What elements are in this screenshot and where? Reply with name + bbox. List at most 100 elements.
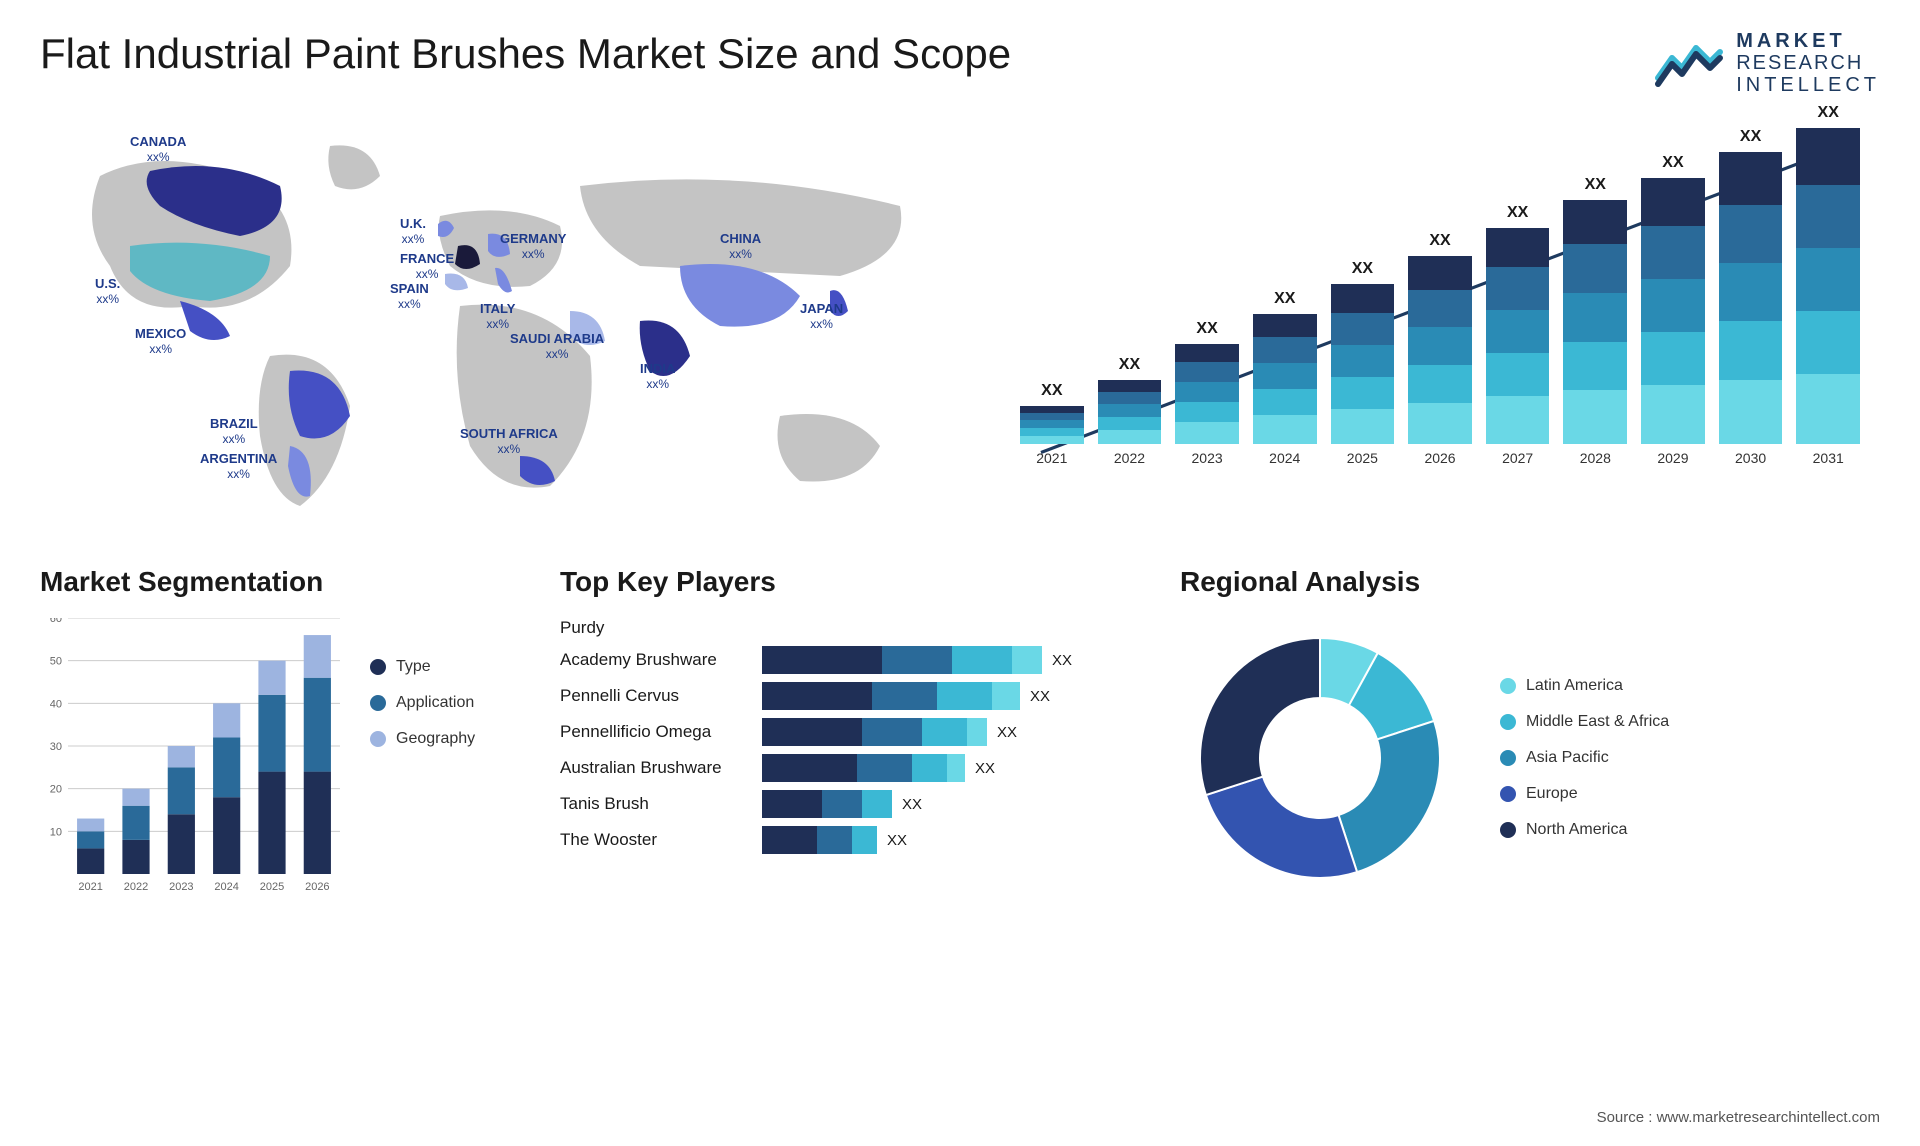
map-label: JAPANxx%: [800, 301, 843, 331]
map-label: SPAINxx%: [390, 281, 429, 311]
player-bar-segment: [937, 682, 992, 710]
player-bar-segment: [762, 646, 882, 674]
map-label: INDIAxx%: [640, 361, 675, 391]
legend-label: Latin America: [1526, 677, 1623, 695]
growth-bar: XX2030: [1719, 128, 1783, 466]
player-value-label: XX: [887, 832, 907, 849]
growth-bar: XX 2025: [1331, 260, 1395, 466]
growth-bar-segment: [1563, 390, 1627, 444]
growth-bar-segment: [1098, 417, 1162, 430]
player-bar-segment: [852, 826, 877, 854]
map-label: U.S.xx%: [95, 276, 120, 306]
growth-bar-segment: [1719, 321, 1783, 379]
growth-bar-segment: [1098, 430, 1162, 444]
logo-mark-icon: [1654, 38, 1724, 88]
player-name: Pennellificio Omega: [560, 722, 750, 742]
growth-bar-segment: [1796, 248, 1860, 311]
growth-bar-segment: [1408, 403, 1472, 444]
growth-bar-label: XX: [1041, 382, 1062, 400]
growth-bar-label: XX: [1274, 290, 1295, 308]
svg-text:50: 50: [50, 656, 62, 668]
growth-bar: XX2023: [1175, 320, 1239, 466]
player-name: The Wooster: [560, 830, 750, 850]
player-bar: [762, 646, 1042, 674]
growth-bar-segment: [1098, 392, 1162, 405]
growth-bar-segment: [1098, 404, 1162, 417]
growth-bar-segment: [1719, 263, 1783, 321]
growth-bar: XX 2027: [1486, 204, 1550, 466]
header: Flat Industrial Paint Brushes Market Siz…: [40, 30, 1880, 96]
growth-bar-segment: [1331, 284, 1395, 313]
page-title: Flat Industrial Paint Brushes Market Siz…: [40, 30, 1011, 78]
svg-text:40: 40: [50, 698, 62, 710]
player-row: Pennelli CervusXX: [560, 682, 1140, 710]
svg-text:2022: 2022: [124, 881, 148, 893]
legend-label: Europe: [1526, 785, 1578, 803]
growth-bar-segment: [1563, 200, 1627, 244]
growth-bar-segment: [1331, 409, 1395, 444]
player-bar: [762, 826, 877, 854]
growth-bar-segment: [1020, 406, 1084, 413]
growth-bar-segment: [1719, 380, 1783, 444]
growth-year-label: 2022: [1114, 450, 1145, 466]
logo-line2: RESEARCH: [1736, 52, 1880, 74]
growth-bar-segment: [1253, 314, 1317, 337]
player-bar-segment: [992, 682, 1020, 710]
growth-chart-panel: XX2021XX2022XX2023XX2024XX2025XX2026XX20…: [1000, 116, 1880, 536]
growth-bar-segment: [1020, 436, 1084, 444]
svg-text:60: 60: [50, 618, 62, 625]
svg-text:2021: 2021: [78, 881, 102, 893]
svg-text:10: 10: [50, 826, 62, 838]
player-value-label: XX: [1052, 652, 1072, 669]
growth-bar: XX2029: [1641, 154, 1705, 466]
logo: MARKET RESEARCH INTELLECT: [1654, 30, 1880, 96]
player-bar: [762, 718, 987, 746]
players-title: Top Key Players: [560, 566, 1140, 598]
growth-chart: XX2021XX2022XX2023XX2024XX2025XX2026XX20…: [1020, 126, 1860, 506]
growth-bar-segment: [1408, 327, 1472, 365]
map-label: SOUTH AFRICAxx%: [460, 426, 558, 456]
growth-bar-label: XX: [1352, 260, 1373, 278]
svg-text:20: 20: [50, 784, 62, 796]
regional-panel: Regional Analysis Latin AmericaMiddle Ea…: [1180, 566, 1880, 898]
player-name: Pennelli Cervus: [560, 686, 750, 706]
growth-year-label: 2025: [1347, 450, 1378, 466]
growth-year-label: 2031: [1813, 450, 1844, 466]
legend-dot-icon: [370, 731, 386, 747]
players-panel: Top Key Players PurdyAcademy BrushwareXX…: [560, 566, 1140, 898]
logo-line1: MARKET: [1736, 30, 1880, 52]
growth-bar-segment: [1486, 267, 1550, 310]
growth-bar-segment: [1486, 228, 1550, 267]
growth-bar-segment: [1408, 256, 1472, 290]
legend-dot-icon: [1500, 678, 1516, 694]
segmentation-panel: Market Segmentation 10203040506020212022…: [40, 566, 520, 898]
growth-bar-label: XX: [1507, 204, 1528, 222]
player-bar-wrap: XX: [762, 826, 1140, 854]
player-value-label: XX: [997, 724, 1017, 741]
growth-bar-segment: [1020, 428, 1084, 436]
player-bar: [762, 754, 965, 782]
growth-bar-segment: [1486, 396, 1550, 444]
growth-bar-segment: [1563, 342, 1627, 391]
map-label: BRAZILxx%: [210, 416, 258, 446]
legend-label: Middle East & Africa: [1526, 713, 1669, 731]
player-row: Pennellificio Omega XX: [560, 718, 1140, 746]
regional-legend-item: Middle East & Africa: [1500, 713, 1669, 731]
player-name: Academy Brushware: [560, 650, 750, 670]
map-label: FRANCExx%: [400, 251, 454, 281]
player-bar-wrap: XX: [762, 718, 1140, 746]
regional-legend-item: North America: [1500, 821, 1669, 839]
growth-bar-segment: [1796, 128, 1860, 185]
regional-legend-item: Asia Pacific: [1500, 749, 1669, 767]
growth-bar-segment: [1020, 420, 1084, 428]
growth-bar-label: XX: [1119, 356, 1140, 374]
growth-year-label: 2027: [1502, 450, 1533, 466]
growth-bar: XX 2022: [1098, 356, 1162, 466]
svg-text:2023: 2023: [169, 881, 193, 893]
growth-year-label: 2024: [1269, 450, 1300, 466]
growth-year-label: 2023: [1192, 450, 1223, 466]
source-text: Source : www.marketresearchintellect.com: [1597, 1109, 1880, 1126]
player-bar: [762, 682, 1020, 710]
growth-bar-segment: [1408, 290, 1472, 328]
player-bar-segment: [762, 790, 822, 818]
